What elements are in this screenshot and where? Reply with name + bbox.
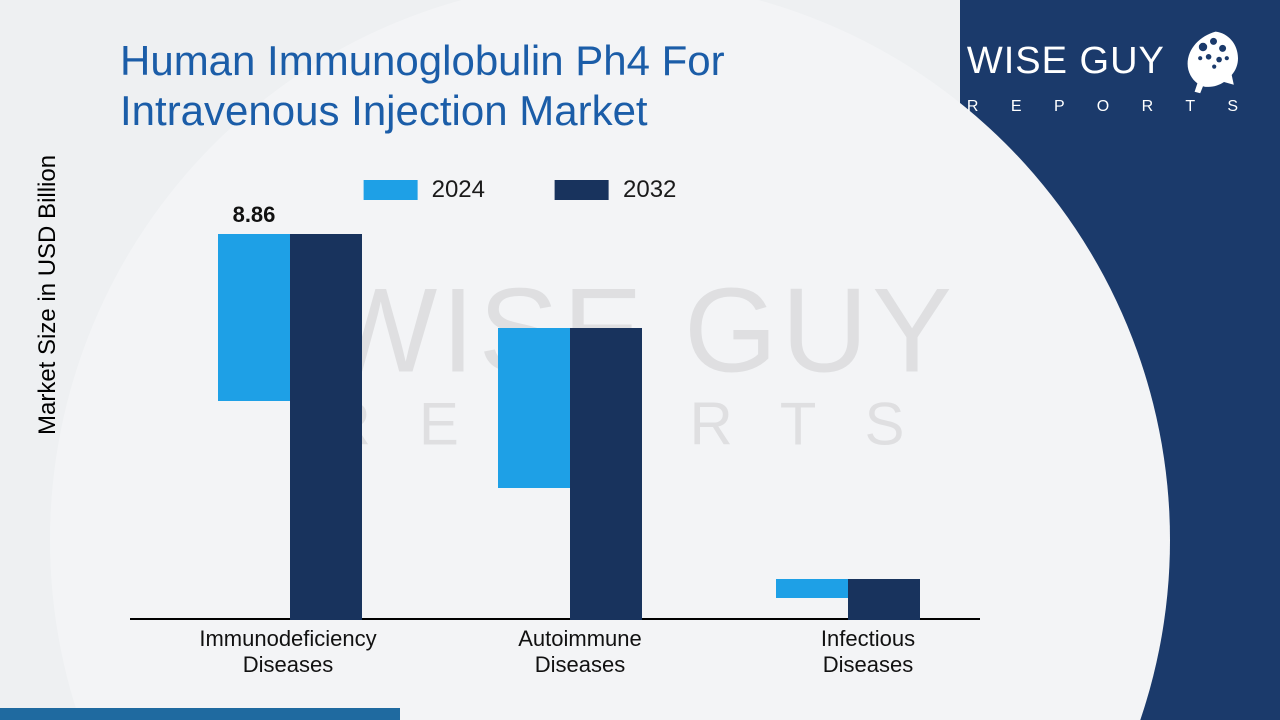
bar-2024-2	[776, 579, 848, 598]
brand-sub-text: R E P O R T S	[967, 98, 1252, 116]
y-axis-label: Market Size in USD Billion	[34, 155, 62, 435]
plot-area: 8.86 Immunodeficiency Diseases Autoimmun…	[130, 206, 980, 620]
bottom-accent-bar	[0, 708, 400, 720]
legend-label-2024: 2024	[432, 176, 485, 204]
chart-legend: 2024 2032	[364, 176, 677, 204]
bar-2032-1	[570, 328, 642, 620]
legend-label-2032: 2032	[623, 176, 676, 204]
legend-item-2032: 2032	[555, 176, 676, 204]
head-icon	[1175, 26, 1245, 96]
x-label-1: Autoimmune Diseases	[450, 626, 710, 679]
bar-value-label: 8.86	[233, 202, 276, 228]
page-title: Human Immunoglobulin Ph4 For Intravenous…	[120, 36, 880, 137]
x-label-0: Immunodeficiency Diseases	[158, 626, 418, 679]
legend-swatch-2024	[364, 180, 418, 200]
bar-group-2	[748, 579, 948, 620]
brand-logo: WISE GUY R E P O R T S	[967, 26, 1252, 116]
brand-main-text: WISE GUY	[967, 40, 1165, 83]
bar-2032-0	[290, 234, 362, 620]
bar-2032-2	[848, 579, 920, 620]
legend-item-2024: 2024	[364, 176, 485, 204]
bar-chart: Market Size in USD Billion 2024 2032 8.8…	[60, 180, 980, 690]
x-label-2: Infectious Diseases	[738, 626, 998, 679]
bar-2024-0: 8.86	[218, 234, 290, 401]
legend-swatch-2032	[555, 180, 609, 200]
bar-group-1	[470, 328, 670, 620]
bar-2024-1	[498, 328, 570, 488]
bar-group-0: 8.86	[190, 234, 390, 620]
